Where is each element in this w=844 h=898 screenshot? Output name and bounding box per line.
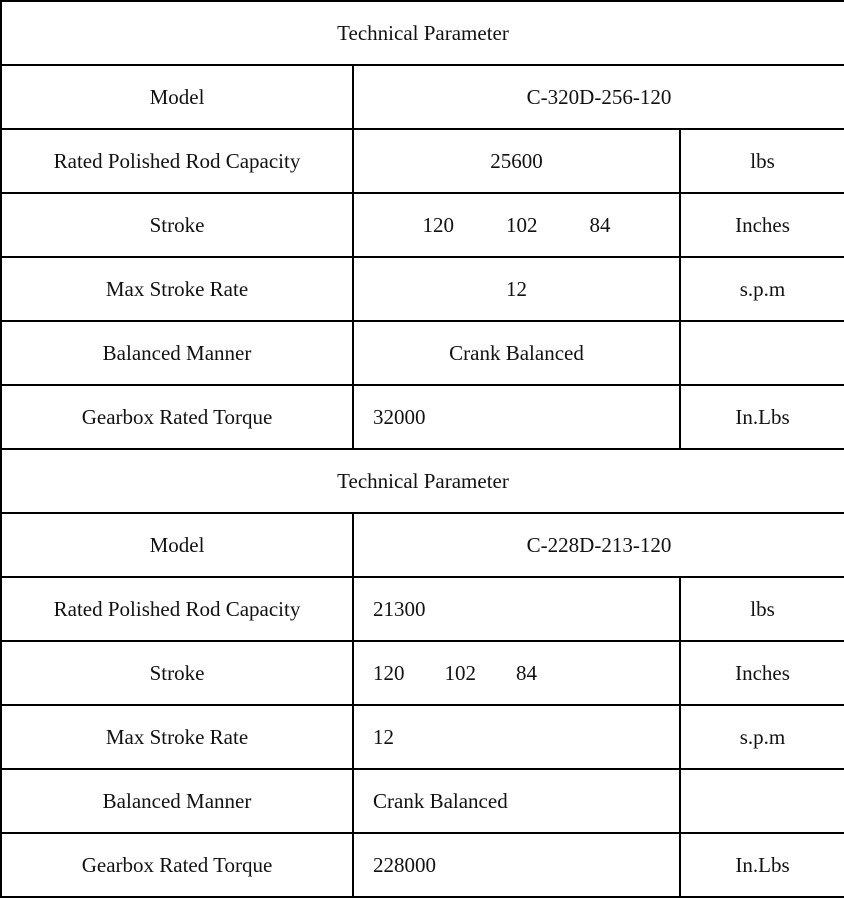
table-row-capacity-1: Rated Polished Rod Capacity 25600 lbs: [0, 128, 844, 194]
cell-unit: lbs: [678, 128, 844, 194]
cell-unit: s.p.m: [678, 256, 844, 322]
stroke-value: 102: [506, 212, 538, 237]
cell-unit: In.Lbs: [678, 832, 844, 898]
cell-value-stroke: 120 102 84: [352, 192, 681, 258]
cell-label: Rated Polished Rod Capacity: [0, 128, 354, 194]
cell-label: Max Stroke Rate: [0, 704, 354, 770]
cell-value-model: C-228D-213-120: [351, 512, 844, 578]
cell-label: Gearbox Rated Torque: [0, 384, 354, 450]
cell-value: Crank Balanced: [352, 320, 681, 386]
stroke-values: 120 102 84: [373, 661, 537, 686]
cell-label: Balanced Manner: [0, 768, 354, 834]
cell-label: Gearbox Rated Torque: [0, 832, 354, 898]
cell-label: Stroke: [0, 192, 354, 258]
cell-value: Crank Balanced: [352, 768, 681, 834]
stroke-values: 120 102 84: [423, 213, 611, 238]
cell-value-model: C-320D-256-120: [351, 64, 844, 130]
stroke-value: 102: [444, 660, 477, 685]
cell-value-stroke: 120 102 84: [352, 640, 681, 706]
table-row-header-2: Technical Parameter: [0, 448, 844, 514]
cell-value: 21300: [352, 576, 681, 642]
cell-unit: In.Lbs: [678, 384, 844, 450]
stroke-value: 84: [589, 212, 611, 237]
cell-unit: lbs: [678, 576, 844, 642]
table-row-stroke-2: Stroke 120 102 84 Inches: [0, 640, 844, 706]
cell-value: 12: [352, 704, 681, 770]
cell-unit-empty: [678, 320, 844, 386]
cell-label: Balanced Manner: [0, 320, 354, 386]
table-row-balance-2: Balanced Manner Crank Balanced: [0, 768, 844, 834]
stroke-value: 120: [373, 660, 405, 685]
section-header: Technical Parameter: [0, 448, 844, 514]
table-row-model-1: Model C-320D-256-120: [0, 64, 844, 130]
stroke-value: 120: [422, 212, 455, 237]
cell-unit-empty: [678, 768, 844, 834]
cell-unit: s.p.m: [678, 704, 844, 770]
table-row-balance-1: Balanced Manner Crank Balanced: [0, 320, 844, 386]
table-row-header-1: Technical Parameter: [0, 0, 844, 66]
table-row-rate-2: Max Stroke Rate 12 s.p.m: [0, 704, 844, 770]
table-row-torque-1: Gearbox Rated Torque 32000 In.Lbs: [0, 384, 844, 450]
table-row-rate-1: Max Stroke Rate 12 s.p.m: [0, 256, 844, 322]
cell-label: Model: [0, 512, 354, 578]
cell-label: Model: [0, 64, 354, 130]
cell-label: Rated Polished Rod Capacity: [0, 576, 354, 642]
stroke-value: 84: [516, 660, 537, 685]
cell-value: 12: [352, 256, 681, 322]
cell-unit: Inches: [678, 640, 844, 706]
cell-value: 228000: [352, 832, 681, 898]
section-header: Technical Parameter: [0, 0, 844, 66]
table-row-capacity-2: Rated Polished Rod Capacity 21300 lbs: [0, 576, 844, 642]
table-row-stroke-1: Stroke 120 102 84 Inches: [0, 192, 844, 258]
cell-label: Stroke: [0, 640, 354, 706]
cell-label: Max Stroke Rate: [0, 256, 354, 322]
cell-value: 32000: [352, 384, 681, 450]
table-row-torque-2: Gearbox Rated Torque 228000 In.Lbs: [0, 832, 844, 898]
cell-value: 25600: [352, 128, 681, 194]
cell-unit: Inches: [678, 192, 844, 258]
table-row-model-2: Model C-228D-213-120: [0, 512, 844, 578]
